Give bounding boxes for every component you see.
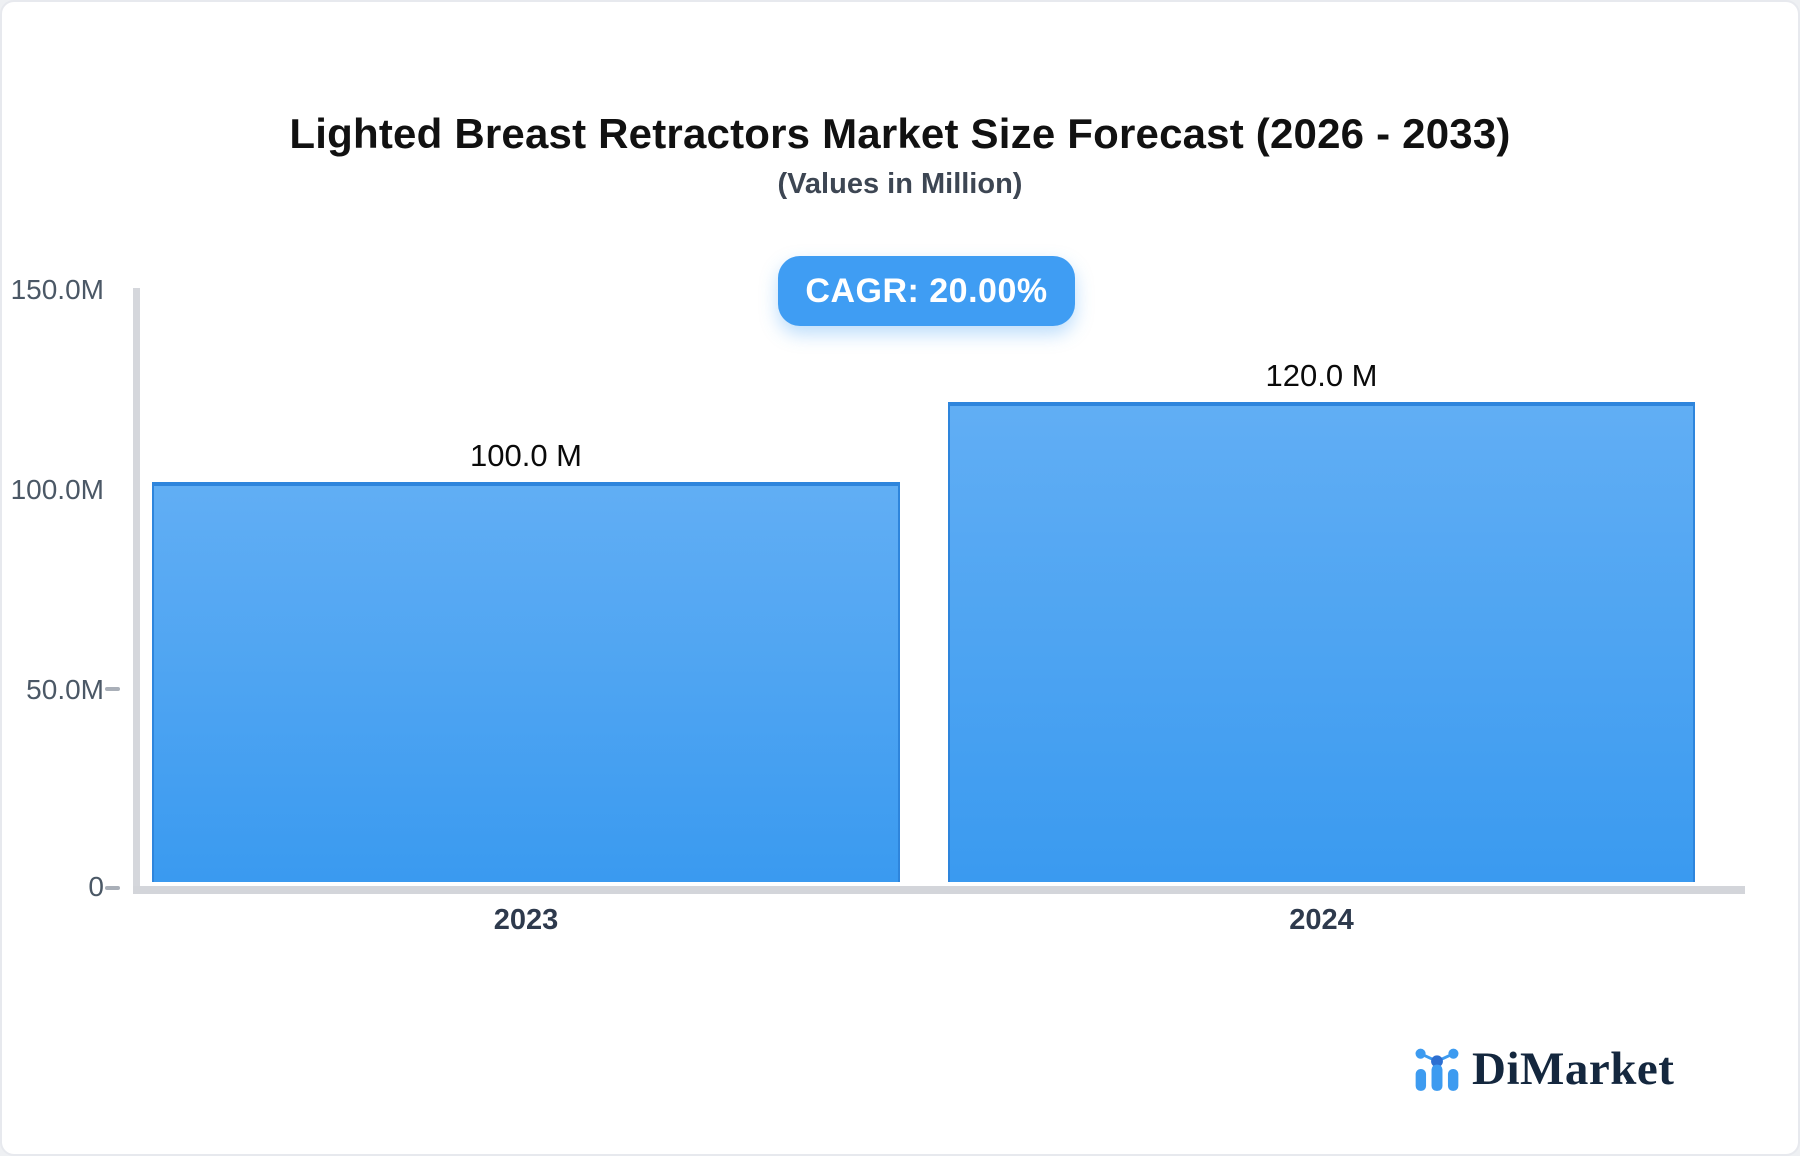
y-tick-mark-0 (105, 886, 120, 890)
y-axis-line (133, 288, 140, 894)
x-axis-label-2023: 2023 (493, 904, 559, 936)
logo-text: DiMarket (1472, 1043, 1675, 1095)
bar-2023[interactable]: 100.0 M (152, 438, 900, 882)
y-tick-label-50: 50.0M (26, 674, 104, 705)
x-axis-line (133, 886, 1745, 894)
bar-chart-logo-icon (1415, 1048, 1459, 1091)
chart-subtitle: (Values in Million) (777, 168, 1023, 200)
bar-2024[interactable]: 120.0 M (948, 358, 1695, 882)
cagr-badge: CAGR: 20.00% (778, 256, 1075, 326)
bar-value-label-2023: 100.0 M (469, 438, 582, 473)
chart-title: Lighted Breast Retractors Market Size Fo… (289, 110, 1511, 157)
y-tick-label-100: 100.0M (10, 474, 104, 505)
y-tick-mark-50 (105, 687, 120, 691)
bar-value-label-2024: 120.0 M (1265, 358, 1378, 393)
dimarket-logo: DiMarket (1414, 1042, 1674, 1096)
x-axis-label-2024: 2024 (1289, 904, 1354, 936)
y-tick-label-0: 0 (88, 871, 104, 902)
y-tick-label-150: 150.0M (10, 274, 104, 305)
